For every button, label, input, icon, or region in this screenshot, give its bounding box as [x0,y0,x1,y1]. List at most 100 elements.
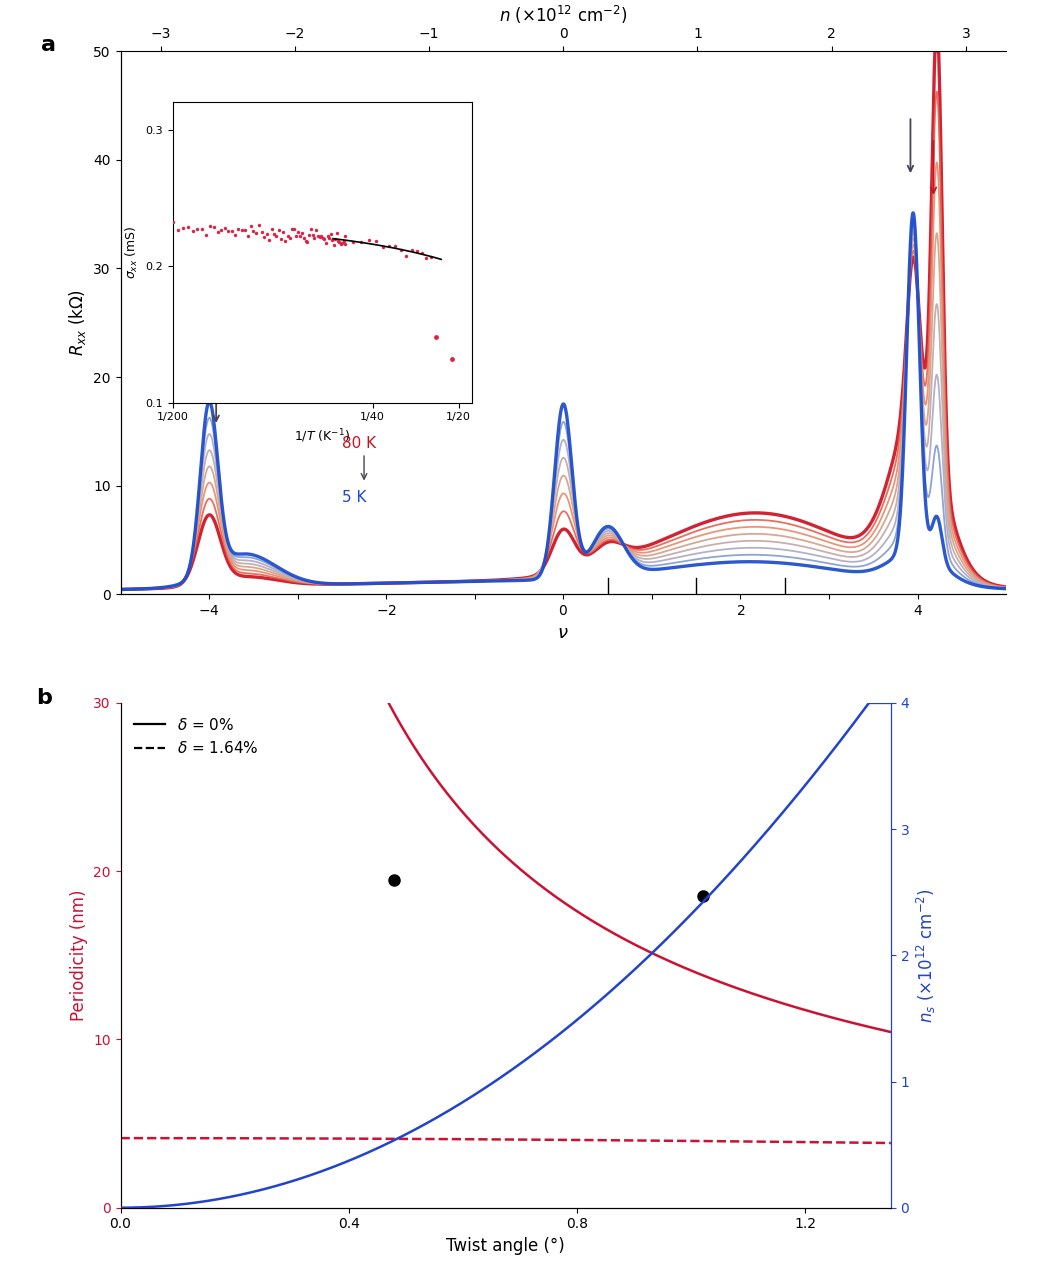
Point [256,227,272,248]
Point [312,226,329,247]
Point [374,236,391,257]
Point [242,216,259,236]
Point [328,224,345,244]
Point [247,222,264,243]
Text: 80 K: 80 K [342,436,376,451]
Text: 5 K: 5 K [342,489,367,505]
Point [444,349,461,369]
Point [285,219,302,239]
Point [165,212,181,233]
Point [263,219,280,239]
Point [306,229,323,249]
Point [325,235,342,256]
Point [245,221,262,242]
Point [261,230,278,250]
Point [180,217,197,238]
Text: a: a [41,35,56,55]
Y-axis label: $n_s$ ($\times10^{12}$ cm$^{-2}$): $n_s$ ($\times10^{12}$ cm$^{-2}$) [915,888,938,1022]
Point [333,233,350,253]
Point [298,231,314,252]
Point [332,234,349,254]
Point [380,236,397,257]
Point [231,219,247,239]
Point [259,224,276,244]
Point [428,327,444,348]
Point [296,227,312,248]
Point [311,226,328,247]
Point [281,229,298,249]
Point [272,229,289,249]
Point [189,219,205,239]
Y-axis label: $\sigma_{xx}$ (mS): $\sigma_{xx}$ (mS) [124,226,139,279]
Point [422,247,439,267]
Point [336,226,353,247]
Point [291,225,308,245]
Point [299,231,315,252]
Point [403,240,420,261]
X-axis label: $\nu$: $\nu$ [558,624,569,642]
Y-axis label: $R_{xx}$ (kΩ): $R_{xx}$ (kΩ) [67,289,88,357]
Point [233,220,249,240]
Point [324,230,341,250]
Legend: $\delta$ = 0%, $\delta$ = 1.64%: $\delta$ = 0%, $\delta$ = 1.64% [128,711,265,763]
Point [308,220,325,240]
Point [293,224,310,244]
Point [301,225,318,245]
Point [413,243,430,263]
Point [254,222,270,243]
Point [387,236,403,257]
Point [226,225,243,245]
Text: b: b [36,688,51,708]
Point [223,221,240,242]
Point [318,233,334,253]
Point [309,226,326,247]
Point [303,219,320,239]
Point [393,240,410,261]
Point [304,225,321,245]
Point [409,240,425,261]
Point [197,225,214,245]
Point [275,221,291,242]
Point [193,219,210,239]
Point [270,220,287,240]
Point [213,220,230,240]
Point [329,230,346,250]
Point [287,226,304,247]
Point [322,224,339,244]
X-axis label: Twist angle (°): Twist angle (°) [446,1237,565,1255]
Point [321,229,337,249]
Point [205,217,222,238]
Point [316,229,333,249]
X-axis label: $1/T$ (K$^{-1}$): $1/T$ (K$^{-1}$) [294,428,350,446]
Point [345,231,362,252]
Point [279,226,296,247]
Point [368,230,385,250]
Point [250,215,267,235]
Point [184,221,201,242]
Point [239,226,256,247]
Y-axis label: Periodicity (nm): Periodicity (nm) [69,889,88,1021]
Point [331,233,348,253]
Point [335,231,352,252]
Point [320,226,336,247]
Point [201,216,218,236]
Point [418,248,435,268]
Point [175,217,192,238]
Point [336,234,353,254]
Point [266,224,283,244]
Point [283,220,300,240]
Point [361,230,377,250]
Point [217,219,234,239]
Point [398,245,415,266]
Point [327,229,344,249]
Point [289,222,306,243]
Point [170,220,187,240]
Point [210,221,226,242]
Point [353,231,370,252]
Point [220,221,237,242]
Point [277,231,293,252]
Point [236,220,253,240]
Point [314,227,331,248]
Point [268,225,285,245]
X-axis label: $n$ ($\times10^{12}$ cm$^{-2}$): $n$ ($\times10^{12}$ cm$^{-2}$) [499,4,628,26]
